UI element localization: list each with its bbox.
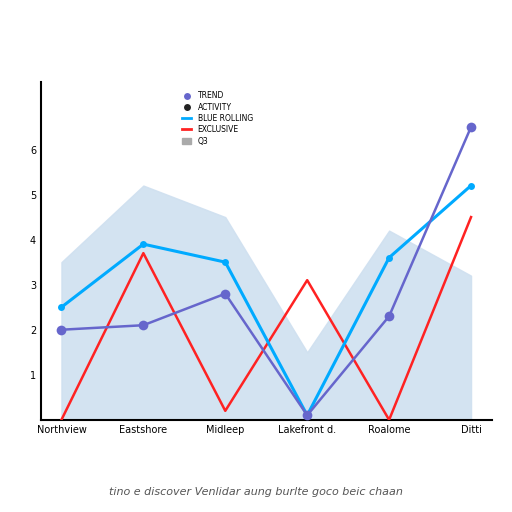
Text: tino e discover Venlidar aung burlte goco beic chaan: tino e discover Venlidar aung burlte goc… [109, 486, 403, 497]
Legend: TREND, ACTIVITY, BLUE ROLLING, EXCLUSIVE, Q3: TREND, ACTIVITY, BLUE ROLLING, EXCLUSIVE… [180, 89, 255, 148]
Text: Ranges For Rental Viing of Rs Ronila: Ranges For Rental Viing of Rs Ronila [41, 20, 471, 41]
